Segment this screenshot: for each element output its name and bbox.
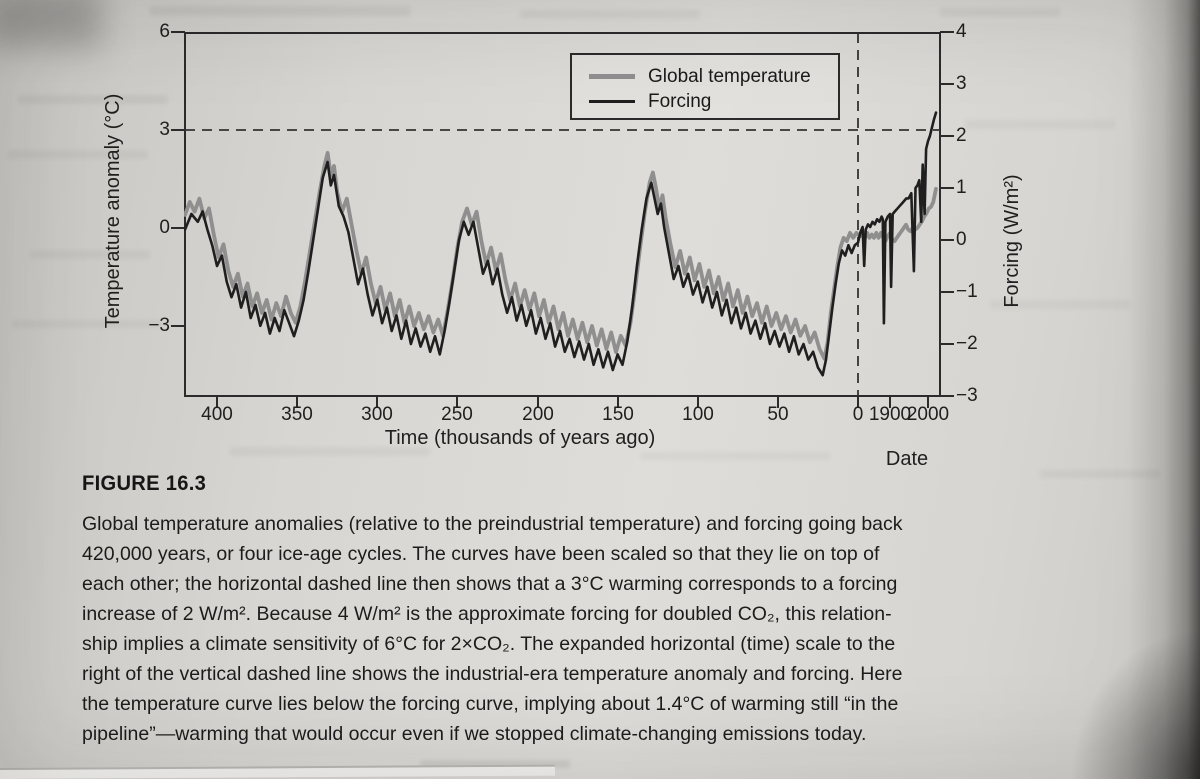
x-axis-tick-label: 150	[602, 404, 634, 425]
x-axis-tick-label: 200	[522, 404, 554, 425]
x-axis-tick-label: 250	[441, 404, 473, 425]
figure-caption: FIGURE 16.3 Global temperature anomalies…	[82, 472, 1142, 749]
right-axis-tick-label: −1	[956, 281, 978, 302]
caption-line: pipeline”—warming that would occur even …	[82, 723, 867, 745]
left-axis-tick-label: 3	[159, 119, 170, 140]
right-axis-tick-label: 2	[956, 125, 967, 146]
right-axis-tick-label: −3	[956, 385, 978, 406]
caption-line: 420,000 years, or four ice-age cycles. T…	[82, 543, 880, 565]
temperature-line-swatch	[589, 74, 635, 79]
axis-tick-marks	[171, 31, 954, 408]
right-axis-tick-label: 1	[956, 177, 967, 198]
legend-item-forcing: Forcing	[589, 89, 838, 114]
right-axis-tick-label: 3	[956, 73, 967, 94]
x-axis-tick-label: 0	[852, 404, 864, 425]
climate-chart-plot	[171, 31, 954, 408]
x-axis-tick-label: 100	[682, 404, 714, 425]
date-axis-tick-label: 1900	[868, 404, 912, 425]
x-axis-tick-label: 350	[281, 404, 313, 425]
figure-label: FIGURE 16.3	[82, 472, 207, 495]
left-axis-tick-label: −3	[148, 315, 170, 336]
caption-line: right of the vertical dashed line shows …	[82, 663, 903, 685]
caption-line: the temperature curve lies below the for…	[82, 693, 899, 715]
caption-line: increase of 2 W/m². Because 4 W/m² is th…	[82, 603, 892, 625]
forcing-line-swatch	[589, 100, 635, 103]
chart-legend: Global temperature Forcing	[570, 53, 840, 120]
right-axis-tick-label: 4	[956, 21, 967, 42]
left-axis-tick-label: 6	[159, 21, 170, 42]
date-axis-title: Date	[885, 448, 929, 470]
x-axis-title: Time (thousands of years ago)	[384, 427, 656, 449]
date-axis-tick-label: 2000	[906, 404, 950, 425]
left-axis-tick-label: 0	[159, 217, 170, 238]
left-axis-title: Temperature anomaly (°C)	[102, 93, 124, 329]
legend-label: Global temperature	[648, 65, 811, 87]
page-bottom-edge	[0, 764, 555, 779]
caption-line: each other; the horizontal dashed line t…	[82, 573, 898, 595]
forcing-curve	[184, 111, 938, 377]
caption-line: ship implies a climate sensitivity of 6°…	[82, 633, 896, 655]
x-axis-tick-label: 50	[767, 404, 789, 425]
caption-line: Global temperature anomalies (relative t…	[82, 513, 903, 535]
bleed-through-artifact	[420, 760, 570, 768]
x-axis-tick-label: 300	[361, 404, 393, 425]
x-axis-tick-label: 400	[201, 404, 233, 425]
right-axis-title: Forcing (W/m²)	[1001, 174, 1023, 308]
legend-item-temperature: Global temperature	[589, 64, 838, 89]
right-axis-tick-label: 0	[956, 229, 967, 250]
right-axis-tick-label: −2	[956, 333, 978, 354]
legend-label: Forcing	[648, 90, 712, 112]
data-curves	[184, 111, 938, 377]
